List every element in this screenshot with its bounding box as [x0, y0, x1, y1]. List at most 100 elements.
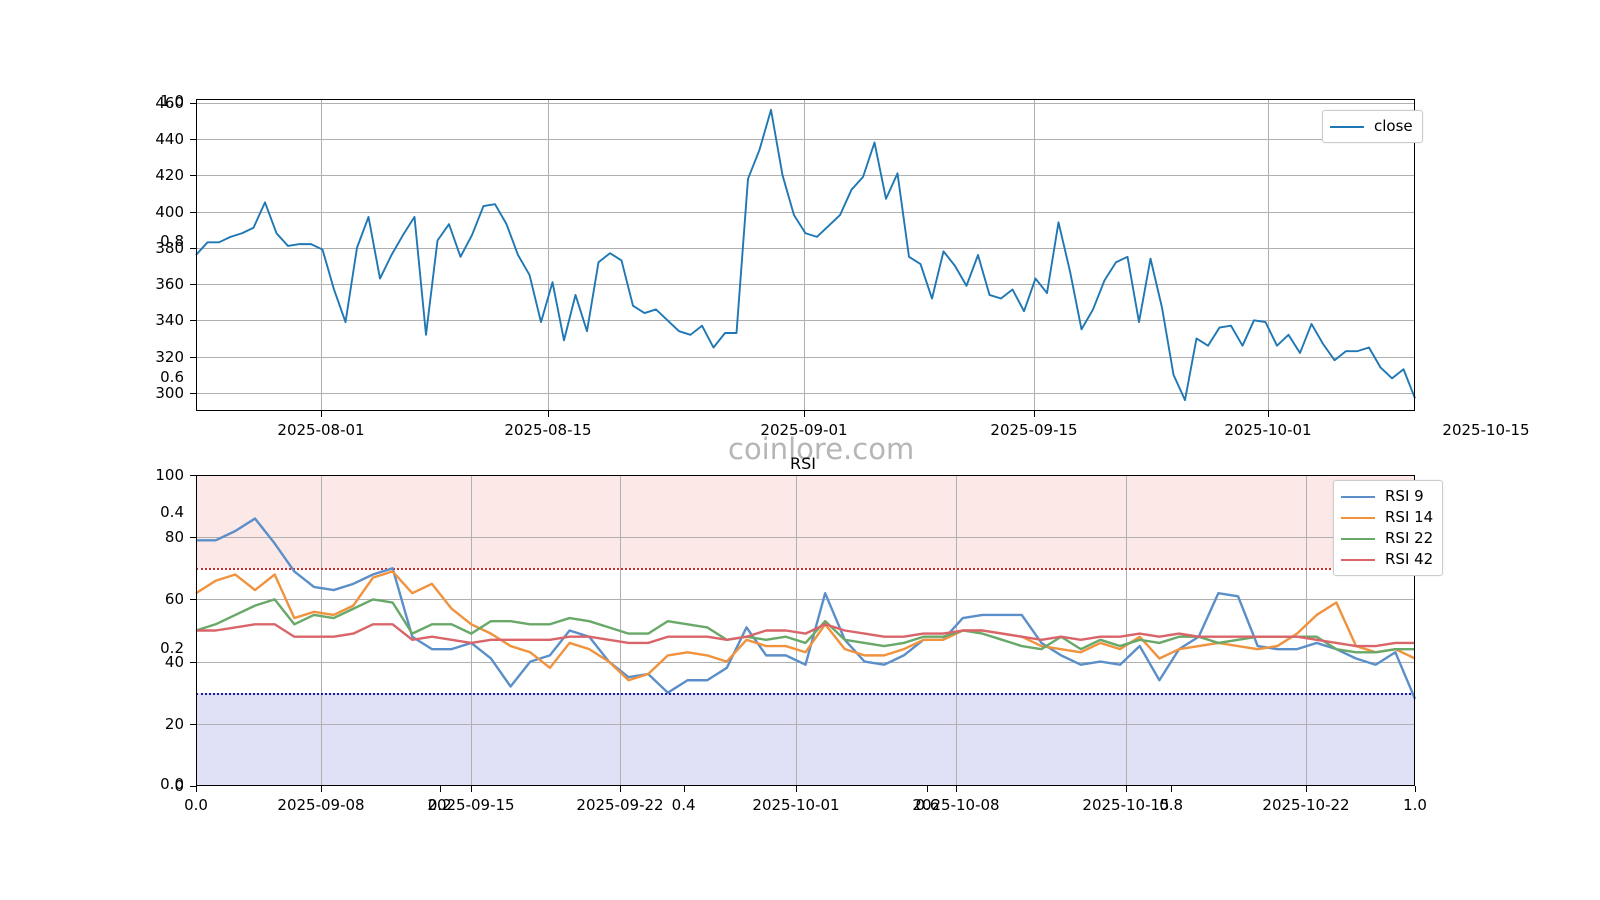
price-line-series	[195, 108, 1416, 402]
legend-item[interactable]: RSI 22	[1341, 528, 1433, 549]
rsi-overbought-zone	[196, 475, 1415, 569]
price-y-tickmark	[190, 356, 196, 358]
price-gridline-h	[196, 175, 1415, 177]
price-x-tickmark	[548, 411, 549, 417]
rsi-overlay-x-label: 1.0	[1403, 796, 1427, 814]
rsi-line-rsi-42	[196, 623, 1415, 648]
price-y-tickmark	[190, 138, 196, 140]
price-overlay-y-label: 0.6	[160, 368, 184, 386]
price-x-tickmark	[1268, 411, 1269, 417]
legend-label: RSI 14	[1385, 508, 1434, 526]
rsi-overbought-threshold-line	[196, 568, 1415, 571]
rsi-x-tickmark	[471, 786, 472, 792]
price-x-tick-label: 2025-09-15	[990, 421, 1078, 439]
rsi-y-tick-label: 0	[174, 777, 184, 795]
rsi-overlay-x-label: 0.0	[184, 796, 208, 814]
price-gridline-v	[1034, 99, 1035, 411]
rsi-x-tick-label: 2025-10-15	[1082, 796, 1170, 814]
rsi-x-tick-label: 2025-09-15	[427, 796, 515, 814]
rsi-x-tickmark	[321, 786, 322, 792]
price-gridline-h	[196, 102, 1415, 104]
rsi-y-tick-label: 60	[164, 590, 184, 609]
rsi-legend[interactable]: RSI 9 RSI 14 RSI 22 RSI 42	[1333, 480, 1444, 576]
rsi-oversold-threshold-line	[196, 692, 1415, 695]
price-gridline-h	[196, 320, 1415, 322]
rsi-x-tick-label: 2025-10-08	[912, 796, 1000, 814]
price-y-tickmark	[190, 392, 196, 394]
rsi-x-tickmark	[620, 786, 621, 792]
price-y-tick-label: 340	[155, 311, 184, 330]
price-gridline-v	[321, 99, 322, 411]
price-overlay-y-label: 0.8	[160, 232, 184, 250]
price-y-tickmark	[190, 175, 196, 177]
price-gridline-v	[548, 99, 549, 411]
price-x-tickmark	[1034, 411, 1035, 417]
price-x-tickmark	[321, 411, 322, 417]
rsi-overlay-y-label: 0.0	[160, 775, 184, 793]
rsi-line-series	[195, 517, 1417, 700]
price-legend[interactable]: close	[1322, 110, 1423, 143]
price-gridline-h	[196, 247, 1415, 249]
rsi-line-rsi-22	[195, 598, 1415, 654]
rsi-gridline-v	[796, 475, 797, 786]
rsi-x-tickmark	[1306, 786, 1307, 792]
price-gridline-v	[1268, 99, 1269, 411]
rsi-overlay-x-tickmark	[927, 786, 929, 792]
legend-label: RSI 22	[1385, 529, 1434, 547]
rsi-y-tick-label: 20	[164, 714, 184, 733]
price-y-tickmark	[190, 247, 196, 249]
legend-item[interactable]: close	[1330, 116, 1413, 137]
price-y-tick-label: 460	[155, 93, 184, 112]
price-x-tick-label: 2025-10-15	[1442, 421, 1530, 439]
rsi-panel-title: RSI	[790, 454, 816, 473]
legend-color-swatch	[1341, 495, 1375, 498]
rsi-overlay-x-tickmark	[1171, 786, 1173, 792]
price-gridline-v	[804, 99, 805, 411]
legend-label: RSI 42	[1385, 550, 1434, 568]
rsi-x-tick-label: 2025-10-22	[1262, 796, 1350, 814]
price-y-tickmark	[190, 320, 196, 322]
rsi-x-tick-label: 2025-09-22	[576, 796, 664, 814]
rsi-line-rsi-9	[196, 517, 1417, 700]
price-gridline-h	[196, 356, 1415, 358]
price-x-tickmark	[804, 411, 805, 417]
price-y-tick-label: 420	[155, 166, 184, 185]
legend-color-swatch	[1330, 125, 1364, 128]
legend-item[interactable]: RSI 42	[1341, 549, 1433, 570]
price-y-tickmark	[190, 102, 196, 104]
rsi-x-tickmark	[796, 786, 797, 792]
price-y-tick-label: 360	[155, 275, 184, 293]
rsi-oversold-zone	[196, 692, 1415, 786]
rsi-overlay-x-tickmark	[196, 786, 197, 792]
rsi-overlay-x-label: 0.2	[427, 796, 452, 814]
watermark: coinlore.com	[728, 432, 915, 466]
price-y-tickmark	[190, 284, 196, 285]
price-chart-panel	[195, 99, 1416, 411]
rsi-y-tickmark	[190, 537, 196, 539]
rsi-gridline-v	[471, 475, 472, 786]
rsi-y-tick-label: 40	[164, 652, 184, 671]
price-gridline-h	[196, 284, 1415, 285]
rsi-overlay-x-label: 0.4	[671, 796, 696, 814]
legend-item[interactable]: RSI 14	[1341, 507, 1433, 528]
rsi-chart-panel	[195, 475, 1417, 786]
legend-color-swatch	[1341, 558, 1375, 561]
rsi-overlay-x-tickmark	[1415, 786, 1416, 792]
rsi-overlay-y-label: 0.2	[160, 639, 184, 657]
rsi-gridline-v	[321, 475, 322, 786]
price-x-tick-label: 2025-09-01	[760, 421, 848, 439]
legend-color-swatch	[1341, 537, 1375, 540]
price-x-tick-label: 2025-10-01	[1224, 421, 1312, 439]
rsi-line-rsi-14	[195, 570, 1416, 682]
rsi-gridline-v	[1306, 475, 1307, 786]
rsi-overlay-x-tickmark	[439, 786, 441, 792]
price-y-tick-label: 320	[155, 347, 184, 366]
price-gridline-h	[196, 392, 1415, 394]
rsi-overlay-x-tickmark	[683, 786, 685, 792]
legend-label: close	[1374, 117, 1413, 135]
price-x-tick-label: 2025-08-01	[277, 421, 365, 439]
legend-item[interactable]: RSI 9	[1341, 486, 1433, 507]
price-y-tick-label: 300	[155, 383, 184, 402]
rsi-gridline-v	[1126, 475, 1127, 786]
